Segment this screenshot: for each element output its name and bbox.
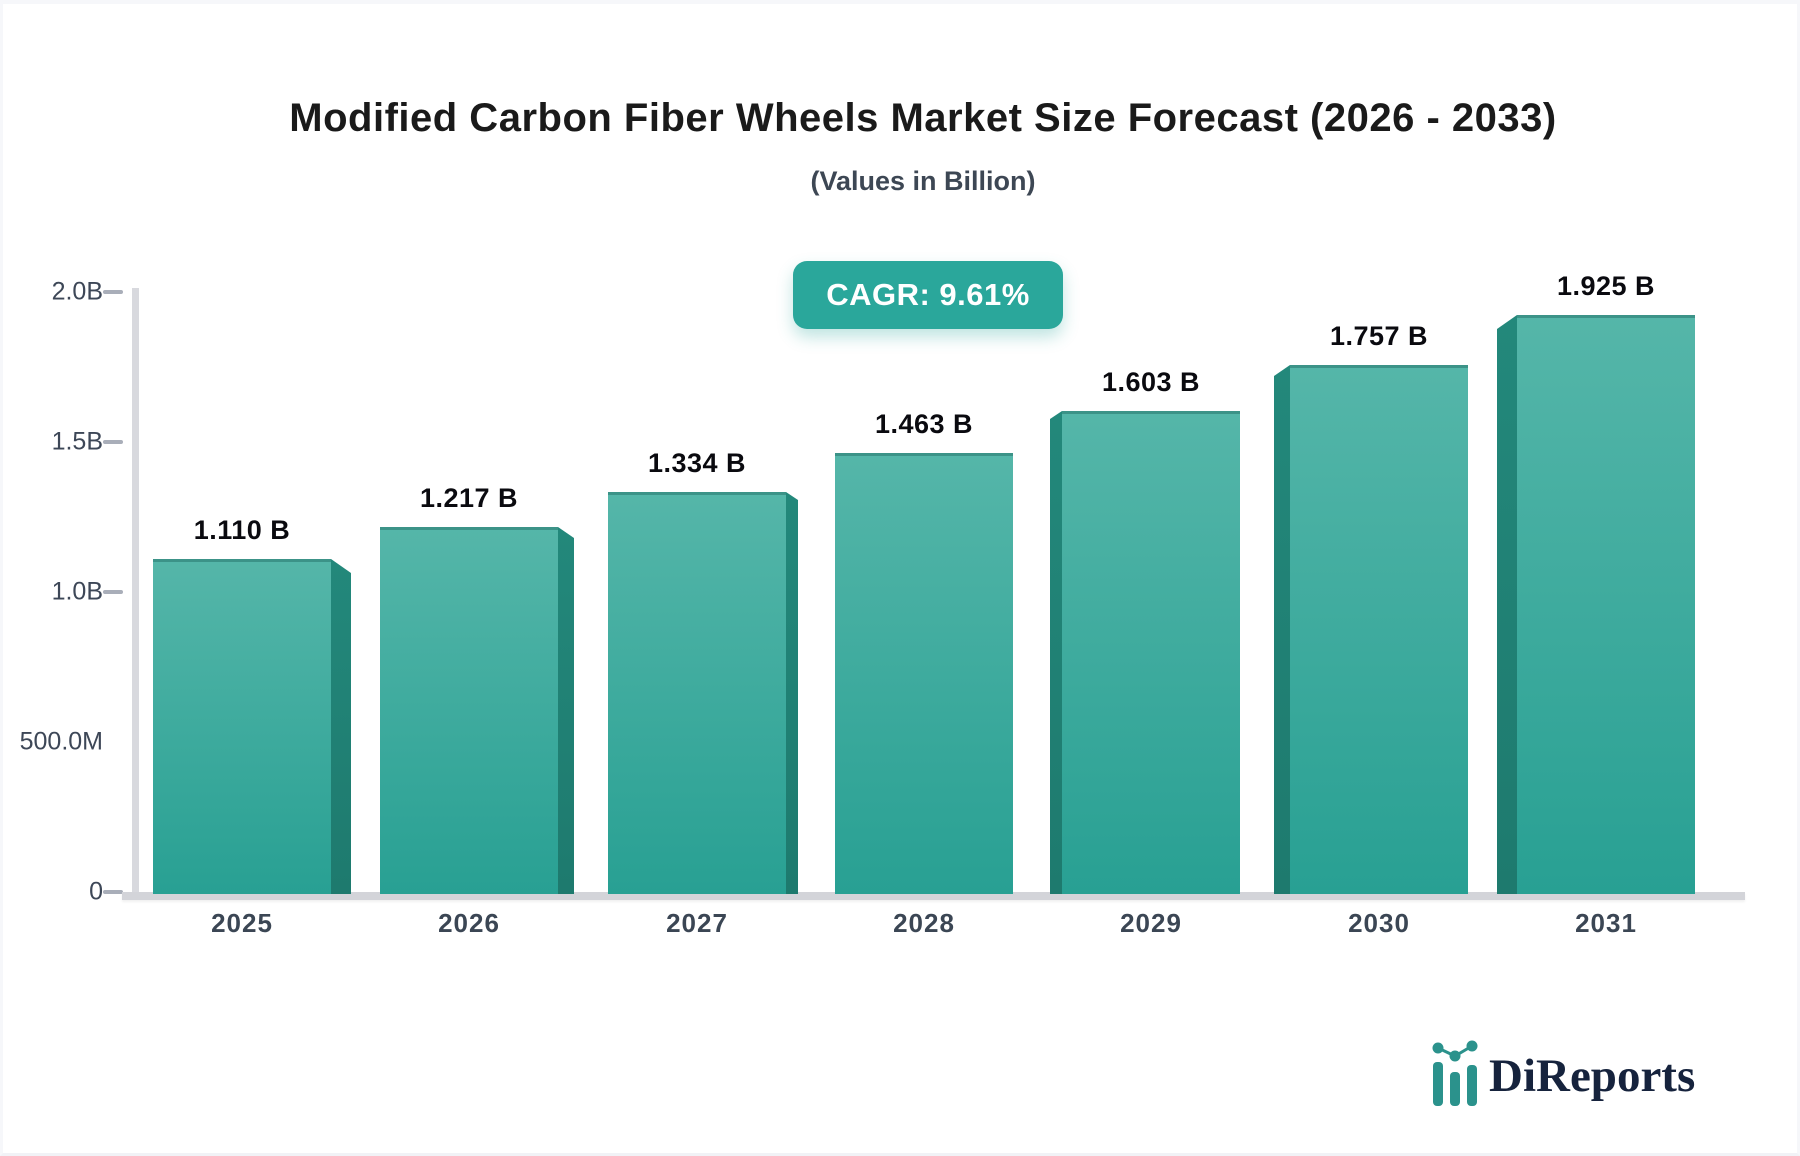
x-axis-label-2030: 2030 [1348,908,1410,938]
y-axis-tick-label: 500.0M [19,727,103,756]
bar-side-2029 [1050,411,1062,894]
y-axis-tick-mark [103,440,123,444]
y-axis-tick-label: 2.0B [51,277,103,306]
bar-value-label: 1.603 B [1101,367,1201,397]
bar-side-2027 [786,492,798,894]
y-axis-line [132,288,139,899]
direports-logo-icon [1432,1040,1478,1106]
bar-side-2025 [331,559,351,894]
bar-2027[interactable] [608,492,786,894]
x-axis-label-2027: 2027 [666,908,728,938]
bar-value-label: 1.334 B [647,448,747,478]
bar-value-label: 1.217 B [419,483,519,513]
y-axis-tick-mark [103,290,123,294]
y-axis-tick-label: 0 [89,877,103,906]
bar-side-2031 [1497,315,1517,894]
direports-logo: DiReports [1432,1038,1695,1108]
page-subtitle: (Values in Billion) [810,166,1036,196]
bar-2030[interactable] [1290,365,1468,894]
bar-2026[interactable] [380,527,558,894]
cagr-badge: CAGR: 9.61% [793,261,1063,329]
cagr-badge-label: CAGR: 9.61% [826,277,1030,312]
x-axis-label-2031: 2031 [1575,908,1637,938]
y-axis-tick-label: 1.5B [51,427,103,456]
bar-2025[interactable] [153,559,331,894]
bar-value-label: 1.463 B [874,409,974,439]
bar-side-2026 [558,527,574,894]
bar-value-label: 1.925 B [1556,271,1656,301]
bar-value-label: 1.110 B [193,515,291,545]
x-axis-line [122,892,1745,900]
bar-2031[interactable] [1517,315,1695,894]
y-axis-tick-label: 1.0B [51,577,103,606]
y-axis-tick-mark [103,890,123,894]
x-axis-label-2026: 2026 [438,908,500,938]
x-axis-label-2028: 2028 [893,908,955,938]
bar-side-2030 [1274,365,1290,894]
bar-value-label: 1.757 B [1329,321,1429,351]
page-title: Modified Carbon Fiber Wheels Market Size… [289,96,1557,140]
direports-logo-text: DiReports [1489,1050,1696,1102]
y-axis-tick-mark [103,590,123,594]
x-axis-label-2025: 2025 [211,908,273,938]
bar-2029[interactable] [1062,411,1240,894]
x-axis-label-2029: 2029 [1120,908,1182,938]
bar-2028[interactable] [835,453,1013,894]
